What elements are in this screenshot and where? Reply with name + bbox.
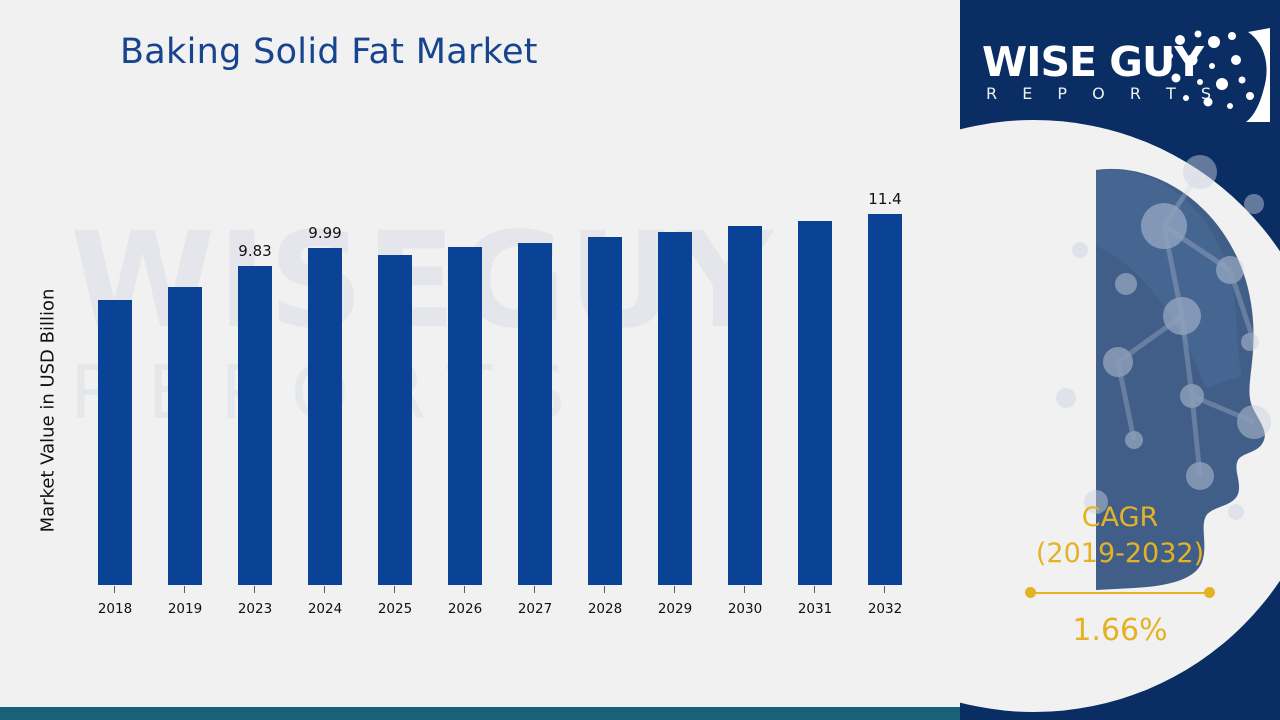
bar	[518, 243, 552, 585]
divider-line	[1030, 592, 1210, 595]
bar	[448, 247, 482, 585]
x-axis-tick	[674, 586, 675, 593]
x-axis-tick-label: 2019	[167, 601, 203, 617]
bar	[238, 266, 272, 585]
bar-value-label: 9.83	[238, 242, 272, 260]
x-axis-tick	[534, 586, 535, 593]
x-axis-tick-label: 2031	[797, 601, 833, 617]
x-axis-tick-label: 2023	[237, 601, 273, 617]
bar	[588, 237, 622, 585]
bar-value-label: 9.99	[308, 224, 342, 242]
divider-dot-right	[1204, 587, 1215, 599]
cagr-divider	[1025, 587, 1215, 599]
footer-strip	[0, 707, 960, 720]
bar-group: 2029	[647, 150, 717, 617]
bar	[798, 221, 832, 585]
bar-value-label: 11.4	[868, 190, 902, 208]
brand-logo-subtitle: R E P O R T S	[986, 84, 1222, 103]
bar	[658, 232, 692, 585]
decorative-dot-field	[1056, 155, 1271, 520]
x-axis-tick	[394, 586, 395, 593]
bar-group: 2030	[717, 150, 787, 617]
bar-group: 9.83 2023	[227, 150, 297, 617]
x-axis-tick	[814, 586, 815, 593]
head-silhouette-icon	[1096, 168, 1265, 591]
bar	[378, 255, 412, 585]
x-axis-tick-label: 2024	[307, 601, 343, 617]
bar-series: 2018 2019 9.83 2023 9.99 2024 2025 2026 2027 2028…	[75, 150, 915, 617]
bar-group: 2019	[157, 150, 227, 617]
bar-group: 2025	[367, 150, 437, 617]
bar-group: 2028	[577, 150, 647, 617]
bar	[308, 248, 342, 585]
x-axis-tick-label: 2026	[447, 601, 483, 617]
x-axis-tick	[254, 586, 255, 593]
bar-group: 2027	[507, 150, 577, 617]
page-title: Baking Solid Fat Market	[120, 32, 538, 72]
x-axis-tick	[324, 586, 325, 593]
x-axis-tick	[884, 586, 885, 593]
x-axis-tick-label: 2030	[727, 601, 763, 617]
plot-area: 2018 2019 9.83 2023 9.99 2024 2025 2026 2027 2028…	[75, 150, 915, 617]
cagr-value: 1.66%	[1072, 613, 1168, 649]
bar-group: 2018	[87, 150, 157, 617]
brand-logo-dots-icon	[1167, 28, 1270, 122]
bar-group: 9.99 2024	[297, 150, 367, 617]
bar-group: 2031	[787, 150, 857, 617]
x-axis-tick-label: 2018	[97, 601, 133, 617]
x-axis-tick	[744, 586, 745, 593]
x-axis-tick-label: 2025	[377, 601, 413, 617]
bar	[728, 226, 762, 585]
x-axis-tick-label: 2032	[867, 601, 903, 617]
x-axis-tick	[604, 586, 605, 593]
x-axis-tick	[464, 586, 465, 593]
bar	[868, 214, 902, 585]
bar-group: 2026	[437, 150, 507, 617]
x-axis-tick-label: 2029	[657, 601, 693, 617]
bar	[168, 287, 202, 585]
brand-logo: WISE GUY R E P O R T S	[974, 24, 1270, 124]
bar	[98, 300, 132, 585]
brand-panel: WISE GUY R E P O R T S CAGR (2019-2032)	[960, 0, 1280, 720]
cagr-range: (2019-2032)	[1035, 537, 1205, 569]
bar-group: 11.4 2032	[857, 150, 927, 617]
x-axis-tick-label: 2027	[517, 601, 553, 617]
x-axis-tick	[184, 586, 185, 593]
cagr-title: CAGR	[1081, 502, 1159, 533]
x-axis-tick	[114, 586, 115, 593]
cagr-block: CAGR (2019-2032) 1.66%	[960, 500, 1280, 648]
x-axis-tick-label: 2028	[587, 601, 623, 617]
y-axis-label: Market Value in USD Billion	[37, 288, 59, 533]
brand-logo-wordmark: WISE GUY	[982, 38, 1204, 86]
